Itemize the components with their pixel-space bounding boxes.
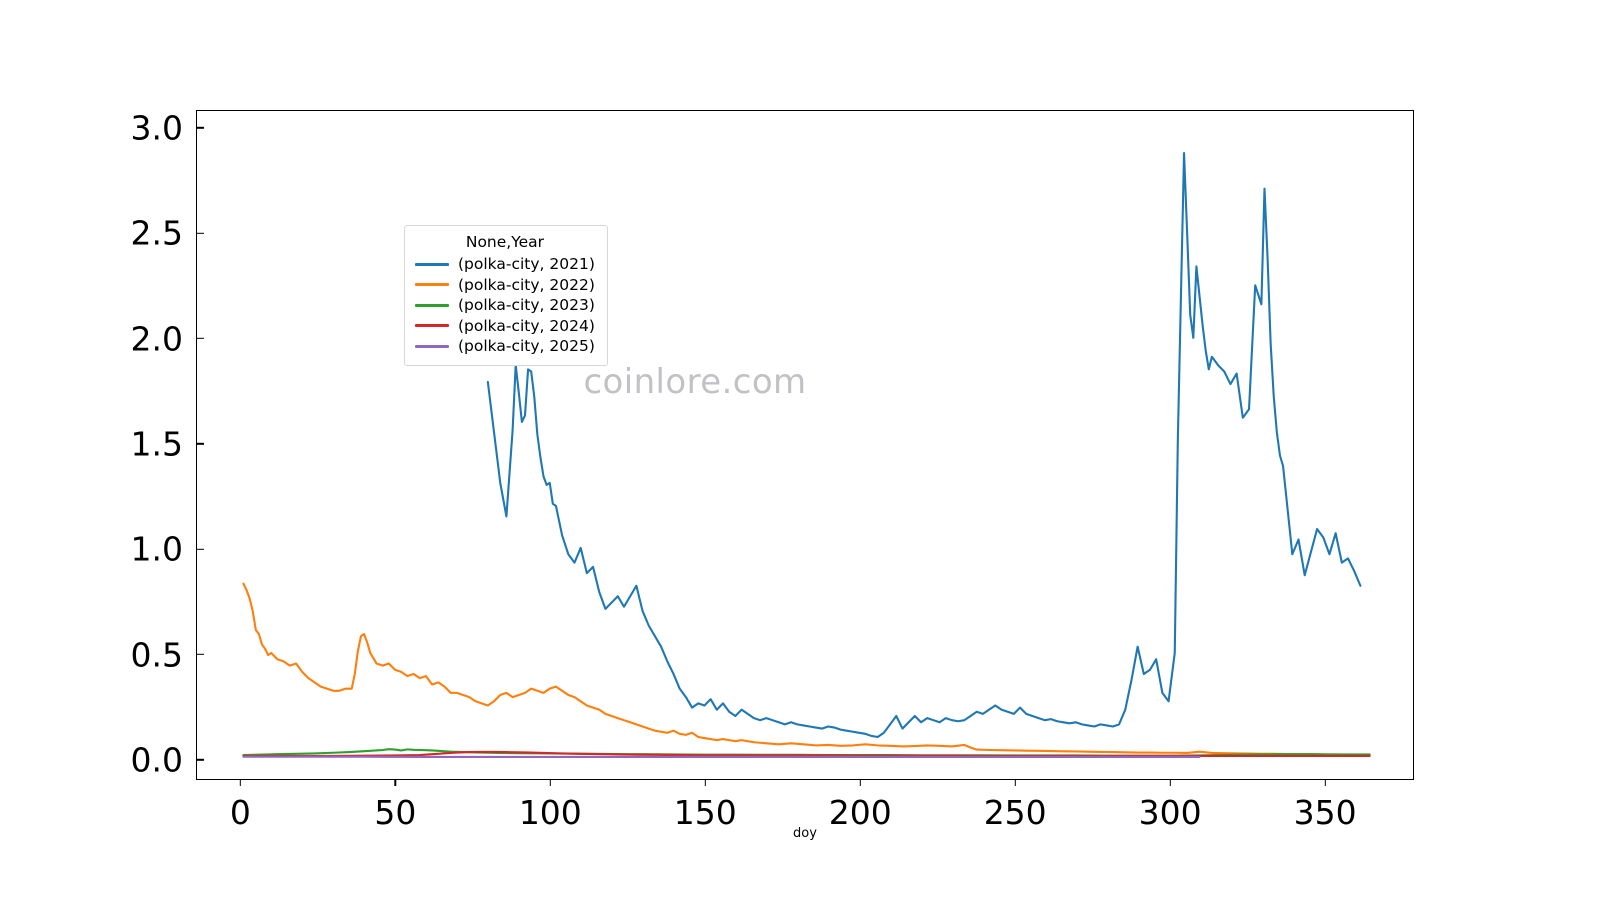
legend-entries: (polka-city, 2021) (polka-city, 2022) (pol… (415, 254, 595, 357)
y-tick: 3.0 (130, 108, 204, 148)
legend-item-label: (polka-city, 2025) (458, 337, 595, 356)
x-tick-label: 300 (1138, 793, 1202, 832)
series-line (488, 153, 1361, 737)
y-tick: 2.5 (130, 213, 204, 253)
y-tick-mark (197, 232, 204, 234)
legend[interactable]: None,Year (polka-city, 2021) (polka-city,… (404, 225, 608, 366)
y-tick: 0.0 (130, 740, 204, 780)
x-tick-mark (1169, 779, 1171, 786)
y-tick-mark (197, 653, 204, 656)
x-tick-mark (704, 779, 706, 786)
y-tick-label: 0.5 (130, 635, 183, 675)
y-tick-label: 1.5 (130, 424, 183, 464)
x-tick-label: 50 (374, 793, 417, 832)
legend-item-label: (polka-city, 2021) (458, 255, 595, 274)
y-tick-label: 0.0 (130, 740, 183, 780)
x-tick: 200 (829, 779, 892, 832)
x-tick-label: 150 (673, 793, 737, 832)
legend-color-swatch (415, 303, 449, 307)
legend-color-swatch (415, 262, 449, 266)
x-tick: 50 (374, 779, 416, 832)
x-tick-mark (394, 779, 397, 786)
legend-title: None,Year (465, 233, 545, 251)
y-tick: 1.0 (130, 529, 204, 569)
x-tick-mark (1014, 779, 1016, 786)
y-tick-label: 1.0 (130, 529, 183, 569)
x-tick-label: 250 (983, 793, 1047, 832)
x-tick: 250 (984, 779, 1047, 832)
series-line (243, 752, 1369, 756)
y-tick-mark (197, 127, 204, 129)
x-tick-label: 0 (229, 793, 251, 832)
legend-item[interactable]: (polka-city, 2024) (415, 316, 595, 337)
y-tick-mark (197, 443, 204, 445)
x-tick: 150 (674, 779, 737, 832)
legend-color-swatch (415, 324, 449, 328)
x-tick: 100 (519, 779, 582, 832)
series-line (243, 584, 1360, 755)
x-tick: 350 (1294, 779, 1357, 832)
x-tick-label: 200 (828, 793, 892, 832)
y-tick: 2.0 (130, 319, 204, 359)
legend-item-label: (polka-city, 2024) (458, 316, 595, 335)
y-tick-mark (197, 759, 204, 761)
legend-item[interactable]: (polka-city, 2023) (415, 295, 595, 316)
x-tick-mark (1324, 779, 1326, 786)
legend-item-label: (polka-city, 2022) (458, 275, 595, 294)
y-tick: 1.5 (130, 424, 204, 464)
x-tick-mark (549, 779, 552, 786)
legend-item-label: (polka-city, 2023) (458, 296, 595, 315)
y-tick-mark (197, 548, 204, 550)
y-tick-label: 2.5 (130, 213, 183, 253)
legend-item[interactable]: (polka-city, 2025) (415, 336, 595, 357)
legend-item[interactable]: (polka-city, 2021) (415, 254, 595, 275)
x-axis-label: doy (793, 826, 817, 841)
legend-color-swatch (415, 283, 449, 287)
x-tick: 300 (1139, 779, 1202, 832)
x-tick-mark (859, 779, 861, 786)
y-tick: 0.5 (130, 635, 204, 675)
legend-item[interactable]: (polka-city, 2022) (415, 275, 595, 296)
x-tick-mark (239, 779, 242, 786)
legend-color-swatch (415, 344, 449, 348)
x-tick: 0 (230, 779, 251, 832)
y-tick-label: 3.0 (130, 108, 183, 148)
plot-area: coinlore.com 0.0 0.5 1.0 1.5 2.0 2.5 3.0 0 50 10… (131, 108, 1414, 832)
x-tick-label: 100 (518, 793, 582, 832)
y-tick-label: 2.0 (130, 319, 183, 359)
y-tick-mark (197, 337, 204, 340)
series-canvas (197, 111, 1413, 779)
x-tick-label: 350 (1293, 793, 1357, 832)
